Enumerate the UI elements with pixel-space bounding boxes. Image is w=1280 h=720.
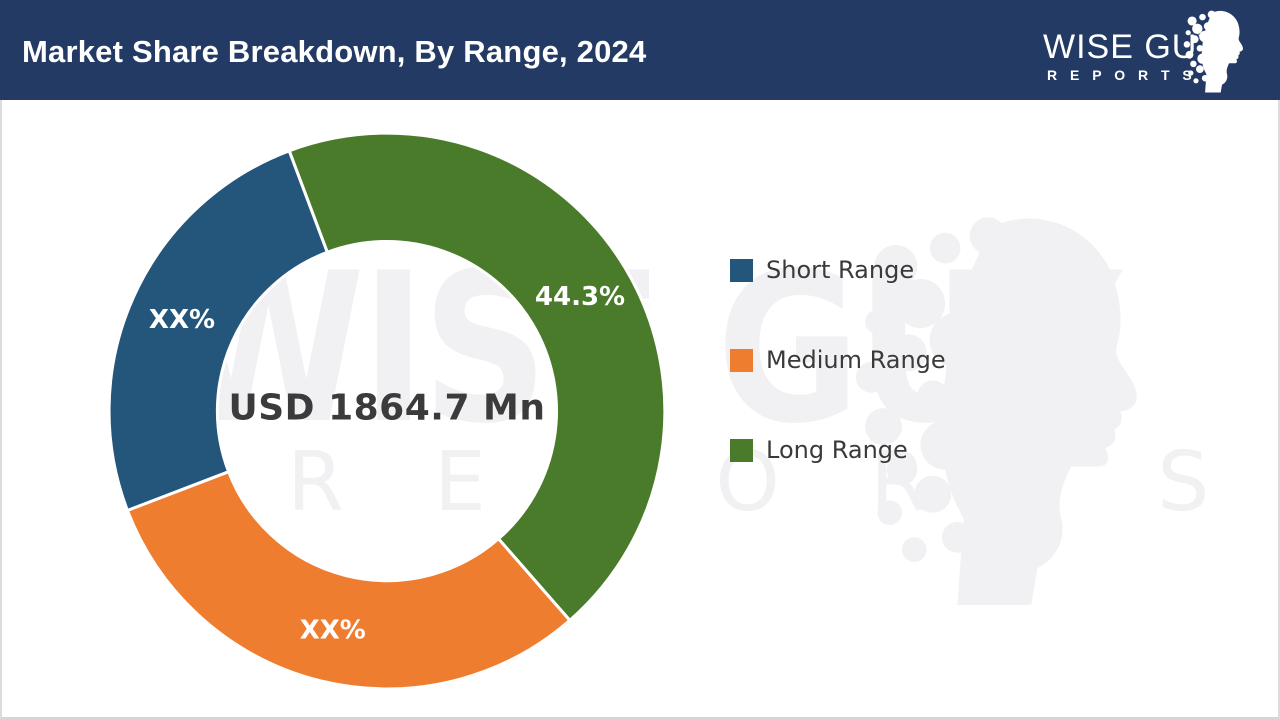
segment-percentage-label: 44.3% bbox=[535, 282, 625, 312]
legend-label: Long Range bbox=[766, 436, 908, 464]
logo-subtitle: R E P O R T S bbox=[1047, 67, 1196, 83]
segment-percentage-label: XX% bbox=[149, 305, 215, 335]
page-title: Market Share Breakdown, By Range, 2024 bbox=[22, 34, 647, 69]
logo-wordmark: WISE GUY bbox=[1043, 28, 1221, 66]
legend-item-short-range: Short Range bbox=[730, 256, 946, 284]
legend-swatch-short-range bbox=[730, 258, 753, 282]
wiseguy-logo: WISE GUY R E P O R T S bbox=[1043, 10, 1243, 93]
legend-item-long-range: Long Range bbox=[730, 436, 946, 464]
chart-area: WISE GUY R E P O R T S 44.3%XX%XX% USD 1… bbox=[0, 100, 1280, 720]
legend-swatch-long-range bbox=[730, 438, 753, 462]
header: Market Share Breakdown, By Range, 2024 W… bbox=[0, 0, 1280, 100]
legend-swatch-medium-range bbox=[730, 348, 753, 372]
chart-legend: Short Range Medium Range Long Range bbox=[730, 256, 946, 526]
donut-segment-long-range bbox=[287, 131, 667, 622]
segment-percentage-label: XX% bbox=[300, 616, 366, 646]
legend-label: Medium Range bbox=[766, 346, 946, 374]
donut-chart: 44.3% XX% XX% bbox=[107, 131, 667, 691]
legend-item-medium-range: Medium Range bbox=[730, 346, 946, 374]
donut-segment-short-range bbox=[107, 149, 329, 512]
donut-segment-medium-range bbox=[125, 470, 572, 691]
chart-center-total: USD 1864.7 Mn bbox=[228, 387, 546, 429]
legend-label: Short Range bbox=[766, 256, 915, 284]
